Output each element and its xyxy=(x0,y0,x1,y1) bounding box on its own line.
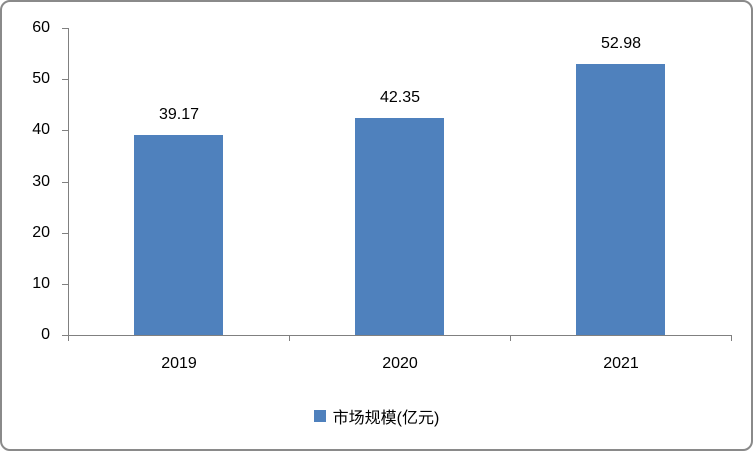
y-tick-10 xyxy=(62,284,68,285)
value-label-2020: 42.35 xyxy=(379,89,421,106)
y-tick-label-10: 10 xyxy=(32,275,50,292)
y-tick-60 xyxy=(62,28,68,29)
x-tick-1 xyxy=(289,335,290,341)
y-tick-label-40: 40 xyxy=(32,121,50,138)
legend-marker xyxy=(313,410,326,422)
x-tick-label-2021: 2021 xyxy=(603,355,639,372)
x-tick-label-2019: 2019 xyxy=(161,355,197,372)
y-tick-30 xyxy=(62,182,68,183)
x-tick-2 xyxy=(510,335,511,341)
y-tick-label-0: 0 xyxy=(41,326,50,343)
legend: 市场规模(亿元) xyxy=(2,405,751,427)
value-label-2019: 39.17 xyxy=(158,106,200,123)
y-tick-label-20: 20 xyxy=(32,224,50,241)
y-tick-20 xyxy=(62,233,68,234)
bar-2020 xyxy=(355,118,444,335)
bar-2021 xyxy=(576,64,665,335)
x-tick-label-2020: 2020 xyxy=(382,355,418,372)
y-tick-label-50: 50 xyxy=(32,70,50,87)
y-tick-label-30: 30 xyxy=(32,173,50,190)
bar-2019 xyxy=(134,135,223,335)
y-axis xyxy=(68,28,69,336)
x-tick-0 xyxy=(68,335,69,341)
y-tick-40 xyxy=(62,130,68,131)
x-axis xyxy=(68,335,732,336)
x-tick-3 xyxy=(731,335,732,341)
y-tick-0 xyxy=(62,335,68,336)
y-tick-50 xyxy=(62,79,68,80)
value-label-2021: 52.98 xyxy=(600,35,642,52)
legend-label: 市场规模(亿元) xyxy=(332,410,440,427)
y-tick-label-60: 60 xyxy=(32,19,50,36)
